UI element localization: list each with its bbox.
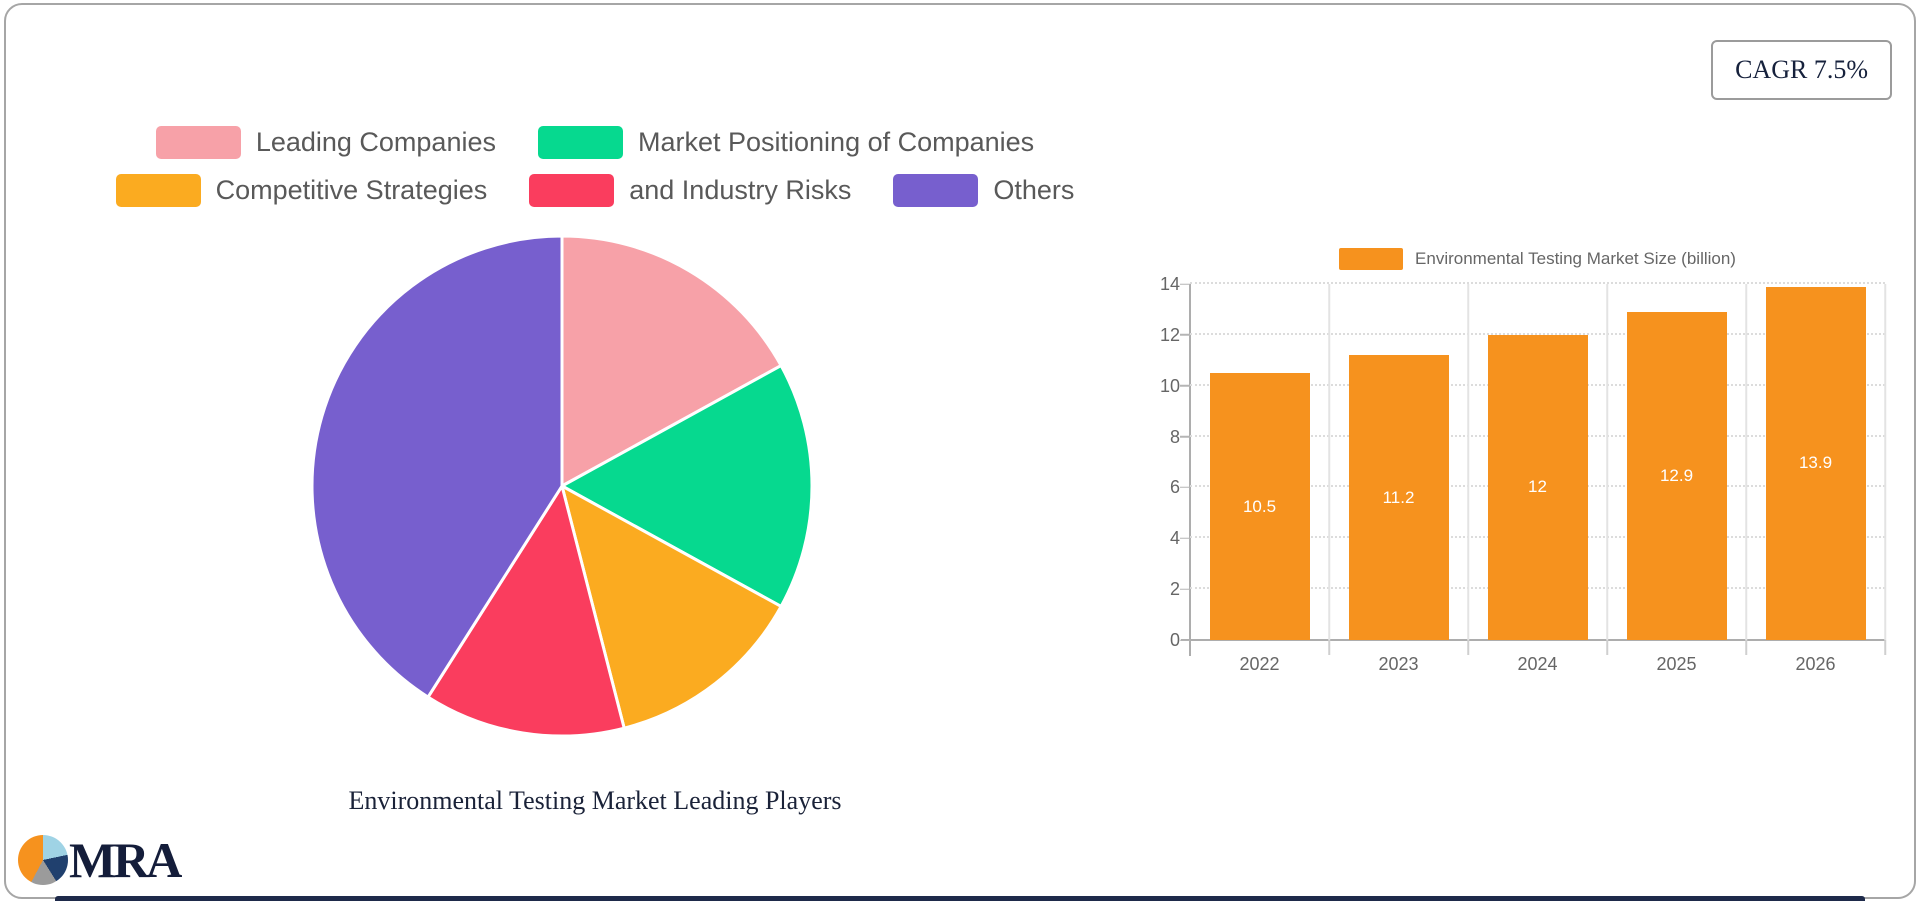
cagr-badge: CAGR 7.5% <box>1711 40 1892 100</box>
legend-label-leading-companies: Leading Companies <box>255 127 496 157</box>
y-tick-mark <box>1180 486 1190 489</box>
bar-2024: 12 <box>1487 334 1588 640</box>
bar-value-label-2022: 10.5 <box>1242 496 1277 516</box>
bar-chart-plot-area: 10.5 11.2 12 12.9 13.9 <box>1180 282 1886 656</box>
bar-2025: 12.9 <box>1626 311 1727 640</box>
y-tick-label-10: 10 <box>1159 375 1180 396</box>
y-tick-label-0: 0 <box>1169 630 1180 650</box>
pie-legend-row-1: Leading Companies Market Positioning of … <box>155 126 1035 159</box>
legend-label-industry-risks: and Industry Risks <box>629 175 852 205</box>
gridline-y-14 <box>1190 282 1885 284</box>
bar-value-label-2023: 11.2 <box>1382 487 1415 507</box>
legend-item-leading-companies[interactable]: Leading Companies <box>155 126 496 159</box>
pie-slice-market-positioning-of-companies <box>560 364 814 608</box>
legend-swatch-competitive-strategies <box>115 174 201 207</box>
legend-label-others: Others <box>993 175 1075 205</box>
bar-chart-y-axis-labels: 0 2 4 6 8 10 12 14 <box>1118 274 1180 650</box>
x-tick-mark <box>1328 640 1330 655</box>
x-category-label-2022: 2022 <box>1239 654 1280 674</box>
y-tick-mark <box>1180 283 1190 285</box>
bar-chart-legend[interactable]: Environmental Testing Market Size (billi… <box>1190 246 1885 272</box>
legend-swatch-market-positioning <box>537 126 623 159</box>
legend-item-competitive-strategies[interactable]: Competitive Strategies <box>115 174 488 207</box>
bar-value-label-2024: 12 <box>1528 477 1547 497</box>
pie-slice-competitive-strategies <box>560 484 783 730</box>
pie-slice-leading-companies <box>560 234 783 488</box>
bar-legend-swatch <box>1339 248 1404 270</box>
bar-band-2022: 10.5 <box>1190 284 1329 640</box>
pie-chart-title: Environmental Testing Market Leading Pla… <box>348 786 842 815</box>
x-category-label-2026: 2026 <box>1795 654 1836 674</box>
x-tick-mark <box>1467 640 1469 655</box>
y-tick-label-14: 14 <box>1159 274 1180 294</box>
y-tick-label-2: 2 <box>1169 579 1180 600</box>
pie-slice-and-industry-risks <box>426 484 626 738</box>
gridline-x <box>1606 284 1608 640</box>
pie-chart-icon <box>18 835 68 885</box>
x-tick-mark <box>1606 640 1608 655</box>
legend-item-industry-risks[interactable]: and Industry Risks <box>529 174 851 207</box>
x-category-label-2025: 2025 <box>1656 654 1697 674</box>
bar-value-label-2026: 13.9 <box>1798 453 1833 473</box>
y-axis-line <box>1189 284 1191 656</box>
bar-value-label-2025: 12.9 <box>1659 465 1694 485</box>
gridline-x <box>1467 284 1469 640</box>
y-tick-mark <box>1180 435 1190 438</box>
x-category-label-2023: 2023 <box>1378 654 1419 674</box>
gridline-x <box>1884 284 1886 640</box>
y-tick-label-12: 12 <box>1159 324 1180 345</box>
logo-text: MRA <box>69 832 182 888</box>
pie-legend-row-2: Competitive Strategies and Industry Risk… <box>115 174 1074 207</box>
legend-swatch-others <box>893 174 979 207</box>
y-tick-mark <box>1180 639 1190 641</box>
legend-swatch-industry-risks <box>529 174 615 207</box>
bar-2023: 11.2 <box>1348 355 1449 640</box>
x-tick-mark <box>1884 640 1886 655</box>
bar-legend-label: Environmental Testing Market Size (billi… <box>1415 249 1736 268</box>
bar-band-2025: 12.9 <box>1607 284 1746 640</box>
pie-legend: Leading Companies Market Positioning of … <box>0 126 1190 207</box>
y-tick-mark <box>1180 588 1190 590</box>
gridline-x <box>1328 284 1330 640</box>
footer-bar <box>55 896 1865 901</box>
x-tick-mark <box>1745 640 1747 655</box>
legend-label-competitive-strategies: Competitive Strategies <box>215 175 488 205</box>
y-tick-label-6: 6 <box>1169 477 1180 498</box>
x-axis-line <box>1181 639 1885 641</box>
bar-band-2023: 11.2 <box>1329 284 1468 640</box>
legend-item-others[interactable]: Others <box>893 174 1074 207</box>
bar-2026: 13.9 <box>1765 286 1866 640</box>
mra-logo: MRA <box>18 832 182 888</box>
x-category-label-2024: 2024 <box>1517 654 1558 674</box>
legend-item-market-positioning[interactable]: Market Positioning of Companies <box>537 126 1035 159</box>
bar-band-2026: 13.9 <box>1746 284 1885 640</box>
pie-chart <box>310 234 814 738</box>
gridline-x <box>1745 284 1747 640</box>
legend-label-market-positioning: Market Positioning of Companies <box>637 127 1035 157</box>
gridline-y-12 <box>1190 332 1885 335</box>
bar-series: 10.5 11.2 12 12.9 13.9 <box>1190 284 1885 640</box>
pie-slice-others <box>310 234 564 699</box>
y-tick-mark <box>1180 537 1190 540</box>
bar-2022: 10.5 <box>1209 373 1310 640</box>
bar-chart-x-axis-labels: 2022 2023 2024 2025 2026 <box>1190 654 1885 675</box>
y-tick-mark <box>1180 334 1190 336</box>
legend-swatch-leading-companies <box>155 126 241 159</box>
bar-band-2024: 12 <box>1468 284 1607 640</box>
y-tick-label-4: 4 <box>1169 528 1180 549</box>
y-tick-label-8: 8 <box>1169 426 1180 447</box>
y-tick-mark <box>1180 384 1190 387</box>
